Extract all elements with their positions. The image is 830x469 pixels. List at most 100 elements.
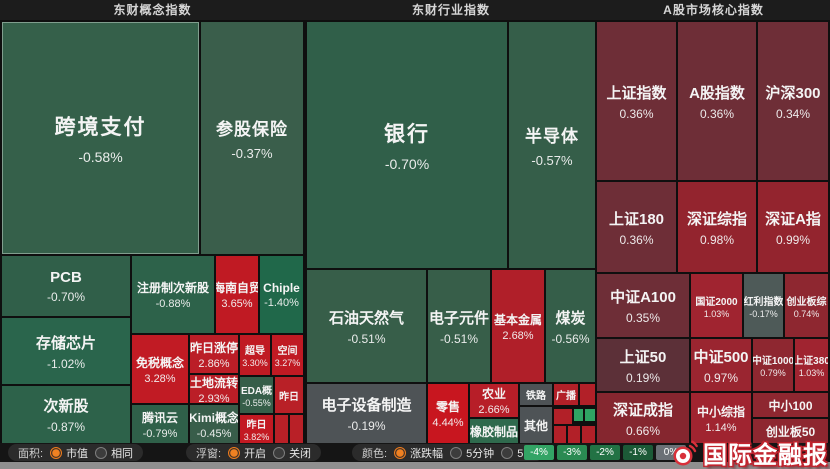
treemap-tile[interactable] (554, 426, 566, 443)
treemap-tile[interactable]: Kimi概念 -0.45% (190, 405, 238, 443)
tile-change: 0.98% (699, 232, 735, 247)
treemap-tile[interactable]: 半导体 -0.57% (509, 22, 595, 268)
treemap-tile[interactable]: 红利指数 -0.17% (744, 274, 783, 337)
tile-change: 3.27% (274, 358, 301, 368)
tile-change: -1.40% (264, 296, 299, 309)
treemap-tile[interactable] (275, 415, 288, 443)
tile-name: 国证2000 (695, 296, 738, 308)
treemap-tile[interactable] (585, 409, 595, 421)
tile-name: 创业板综 (786, 296, 827, 308)
treemap-tile[interactable]: 跨境支付 -0.58% (2, 22, 199, 254)
tile-name: EDA概 (240, 386, 273, 397)
treemap-tile[interactable]: 次新股 -0.87% (2, 386, 130, 443)
bottom-toolbar: 面积: 市值 相同 浮窗: 开启 关闭 颜色: (0, 443, 830, 462)
treemap-tile[interactable]: 沪深300 0.34% (758, 22, 828, 180)
treemap-tile[interactable]: 煤炭 -0.56% (546, 270, 595, 382)
tile-change: -0.56% (551, 331, 590, 346)
treemap-tile[interactable]: 超导 3.30% (240, 335, 270, 375)
tile-name: Chiple (263, 280, 300, 295)
treemap-tile[interactable]: 存储芯片 -1.02% (2, 318, 130, 384)
float-label: 浮窗: (196, 447, 222, 460)
treemap-tile[interactable]: 电子元件 -0.51% (428, 270, 490, 382)
tile-change: -0.57% (531, 153, 573, 168)
tile-change: 0.99% (775, 232, 811, 247)
tile-change: 3.28% (144, 372, 176, 385)
treemap-tile[interactable]: 中小综指 1.14% (691, 393, 751, 443)
panel-title-core-index: A股市场核心指数 (663, 3, 764, 17)
treemap-tile[interactable]: 其他 (520, 407, 552, 443)
treemap-tile[interactable]: 中证1000 0.79% (753, 339, 793, 391)
treemap-tile[interactable]: 零售 4.44% (428, 384, 468, 443)
tile-change: 0.36% (619, 106, 654, 121)
treemap-tile[interactable]: 上证指数 0.36% (597, 22, 676, 180)
tile-name: 超导 (245, 346, 265, 357)
treemap-tile[interactable]: 海南自贸 3.65% (216, 256, 258, 333)
tile-name: 沪深300 (765, 84, 821, 102)
treemap-tile[interactable]: 基本金属 2.68% (492, 270, 544, 382)
radio-float-off[interactable]: 关闭 (273, 445, 311, 461)
treemap-tile[interactable]: 上证50 0.19% (597, 339, 689, 391)
treemap-tile[interactable]: EDA概 -0.55% (240, 377, 273, 413)
tile-change: -0.58% (78, 149, 123, 165)
tile-name: 上证180 (608, 210, 665, 228)
treemap-tile[interactable]: 昨日 (275, 377, 303, 413)
tile-change: 2.68% (502, 329, 534, 342)
tile-name: 煤炭 (555, 309, 586, 327)
treemap-tile[interactable]: 中小100 (753, 393, 828, 417)
treemap-tile[interactable]: 土地流转 2.93% (190, 375, 238, 403)
tile-name: 昨日涨停 (190, 340, 238, 355)
treemap-tile[interactable]: 电子设备制造 -0.19% (307, 384, 426, 443)
weibo-eye-icon (671, 439, 699, 467)
radio-color-5min[interactable]: 5分钟 (450, 445, 494, 461)
treemap-tile[interactable]: 昨日涨停 2.86% (190, 335, 238, 373)
treemap-tile[interactable]: 注册制次新股 -0.88% (132, 256, 214, 333)
treemap-tile[interactable] (290, 415, 303, 443)
treemap-tile[interactable]: 空间 3.27% (272, 335, 303, 375)
treemap-tile[interactable]: 深证A指 0.99% (758, 182, 828, 272)
treemap-tile[interactable]: 铁路 (520, 384, 552, 405)
treemap-tile[interactable]: 创业板50 (753, 419, 828, 443)
tile-change: 3.82% (243, 432, 270, 442)
tile-change: 3.30% (242, 358, 268, 368)
treemap-tile[interactable] (580, 384, 595, 405)
radio-area-marketcap[interactable]: 市值 (50, 445, 88, 461)
tile-change: 4.44% (432, 417, 464, 429)
treemap-tile[interactable]: 中证A100 0.35% (597, 274, 689, 337)
tile-name: 腾讯云 (141, 410, 178, 425)
treemap-tile[interactable]: 上证380 1.03% (795, 339, 828, 391)
treemap-tile[interactable]: 深证成指 0.66% (597, 393, 689, 443)
treemap-tile[interactable] (574, 409, 583, 421)
tile-name: 中证1000 (753, 356, 793, 367)
treemap-tile[interactable]: 腾讯云 -0.79% (132, 405, 188, 443)
treemap-tile[interactable]: 中证500 0.97% (691, 339, 751, 391)
treemap-tile[interactable]: 石油天然气 -0.51% (307, 270, 426, 382)
treemap-tile[interactable]: 国证2000 1.03% (691, 274, 742, 337)
tile-change: 0.66% (625, 423, 661, 438)
treemap-tile[interactable]: 免税概念 3.28% (132, 335, 188, 403)
treemap-tile[interactable]: 参股保险 -0.37% (201, 22, 303, 254)
radio-float-on[interactable]: 开启 (228, 445, 266, 461)
tile-change: -0.51% (439, 331, 479, 346)
treemap-tile[interactable]: 橡胶制品 (470, 419, 518, 443)
legend-chip: -4% (524, 445, 554, 460)
tile-name: 银行 (384, 123, 430, 146)
treemap-tile[interactable]: A股指数 0.36% (678, 22, 756, 180)
treemap-tile[interactable]: 银行 -0.70% (307, 22, 507, 268)
treemap-tile[interactable]: 创业板综 0.74% (785, 274, 828, 337)
treemap-tile[interactable] (554, 409, 572, 424)
panel-title-concept: 东财概念指数 (113, 3, 192, 17)
tile-change: 3.65% (221, 298, 253, 310)
treemap-tile[interactable]: 农业 2.66% (470, 384, 518, 417)
treemap-tile[interactable]: 昨日 3.82% (240, 415, 273, 443)
treemap-tile[interactable]: 深证综指 0.98% (678, 182, 756, 272)
treemap-tile[interactable]: 广播 (554, 384, 578, 405)
tile-name: 中小100 (768, 398, 813, 413)
treemap-tile[interactable]: Chiple -1.40% (260, 256, 303, 333)
radio-area-equal[interactable]: 相同 (95, 445, 133, 461)
treemap-tile[interactable] (568, 426, 580, 443)
treemap-tile[interactable]: PCB -0.70% (2, 256, 130, 316)
treemap-tile[interactable] (582, 426, 595, 443)
radio-color-change[interactable]: 涨跌幅 (394, 445, 443, 461)
treemap-tile[interactable]: 上证180 0.36% (597, 182, 676, 272)
